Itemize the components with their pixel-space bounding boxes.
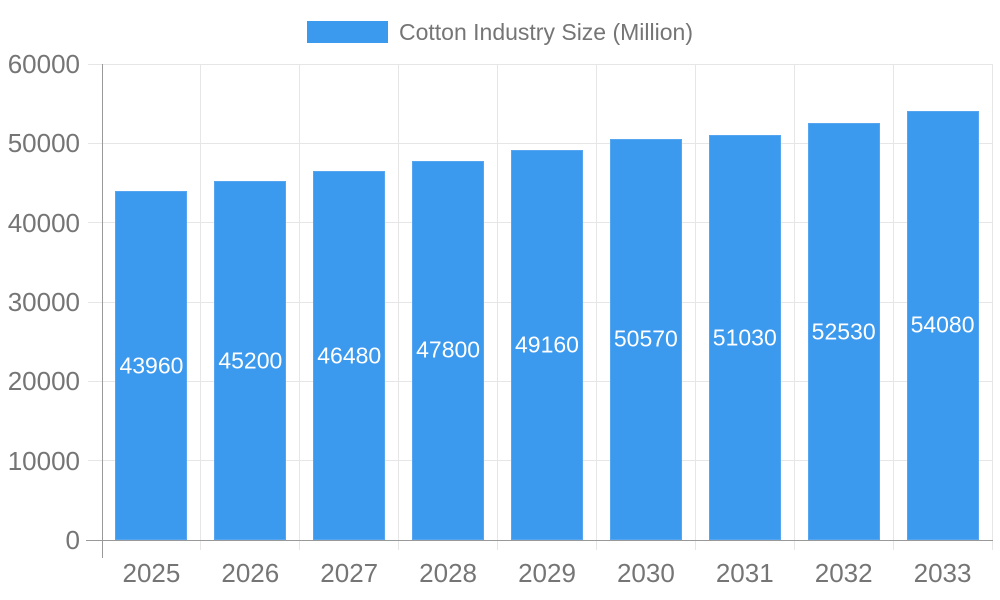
bar-2030[interactable]: 50570 [609, 138, 682, 540]
bar-value-label: 43960 [119, 352, 184, 379]
bar-2031[interactable]: 51030 [708, 135, 781, 540]
bar-value-label: 45200 [218, 347, 283, 374]
y-gridline [88, 63, 992, 65]
x-tick-label: 2027 [320, 558, 379, 588]
y-axis-line [102, 64, 103, 558]
bar-value-label: 49160 [515, 331, 579, 358]
x-gridline [398, 64, 400, 550]
x-tick-label: 2028 [419, 558, 478, 588]
bar-2027[interactable]: 46480 [313, 171, 386, 540]
x-tick-label: 2026 [221, 558, 280, 588]
bar-value-label: 50570 [613, 325, 678, 352]
bar-value-label: 52530 [811, 318, 876, 345]
x-tick-label: 2029 [518, 558, 576, 588]
bar-2026[interactable]: 45200 [214, 181, 287, 540]
x-gridline [497, 64, 499, 550]
x-gridline [595, 64, 597, 550]
legend-swatch [307, 21, 388, 43]
x-gridline [793, 64, 795, 550]
bar-2029[interactable]: 49160 [511, 149, 583, 540]
y-tick-label: 10000 [7, 445, 80, 476]
x-tick-label: 2030 [616, 558, 675, 588]
x-gridline [991, 64, 993, 550]
y-tick-label: 40000 [7, 207, 80, 238]
y-gridline [88, 142, 992, 144]
x-gridline [299, 64, 301, 550]
x-gridline [694, 64, 696, 550]
bar-2025[interactable]: 43960 [115, 191, 188, 540]
x-gridline [200, 64, 202, 550]
legend-label: Cotton Industry Size (Million) [399, 18, 693, 45]
bar-value-label: 47800 [416, 336, 481, 363]
y-tick-label: 30000 [7, 287, 80, 317]
x-tick-label: 2032 [814, 558, 873, 588]
bar-value-label: 51030 [712, 324, 777, 351]
bar-2028[interactable]: 47800 [412, 160, 485, 540]
bar-value-label: 54080 [910, 311, 975, 338]
y-tick-label: 20000 [7, 366, 80, 397]
x-tick-label: 2031 [715, 558, 774, 588]
x-gridline [892, 64, 894, 550]
y-tick-label: 60000 [7, 49, 80, 79]
legend: Cotton Industry Size (Million) [0, 19, 1000, 45]
bar-value-label: 46480 [317, 342, 382, 369]
x-tick-label: 2025 [122, 558, 181, 588]
y-tick-label: 0 [65, 525, 80, 555]
y-tick-label: 50000 [7, 128, 80, 159]
x-tick-label: 2033 [913, 558, 972, 588]
bar-2033[interactable]: 54080 [906, 110, 979, 540]
x-axis-line [86, 540, 993, 541]
plot-area: 0 10000 20000 30000 40000 50000 60000 43960 2025… [8, 51, 993, 588]
bar-2032[interactable]: 52530 [807, 123, 880, 540]
